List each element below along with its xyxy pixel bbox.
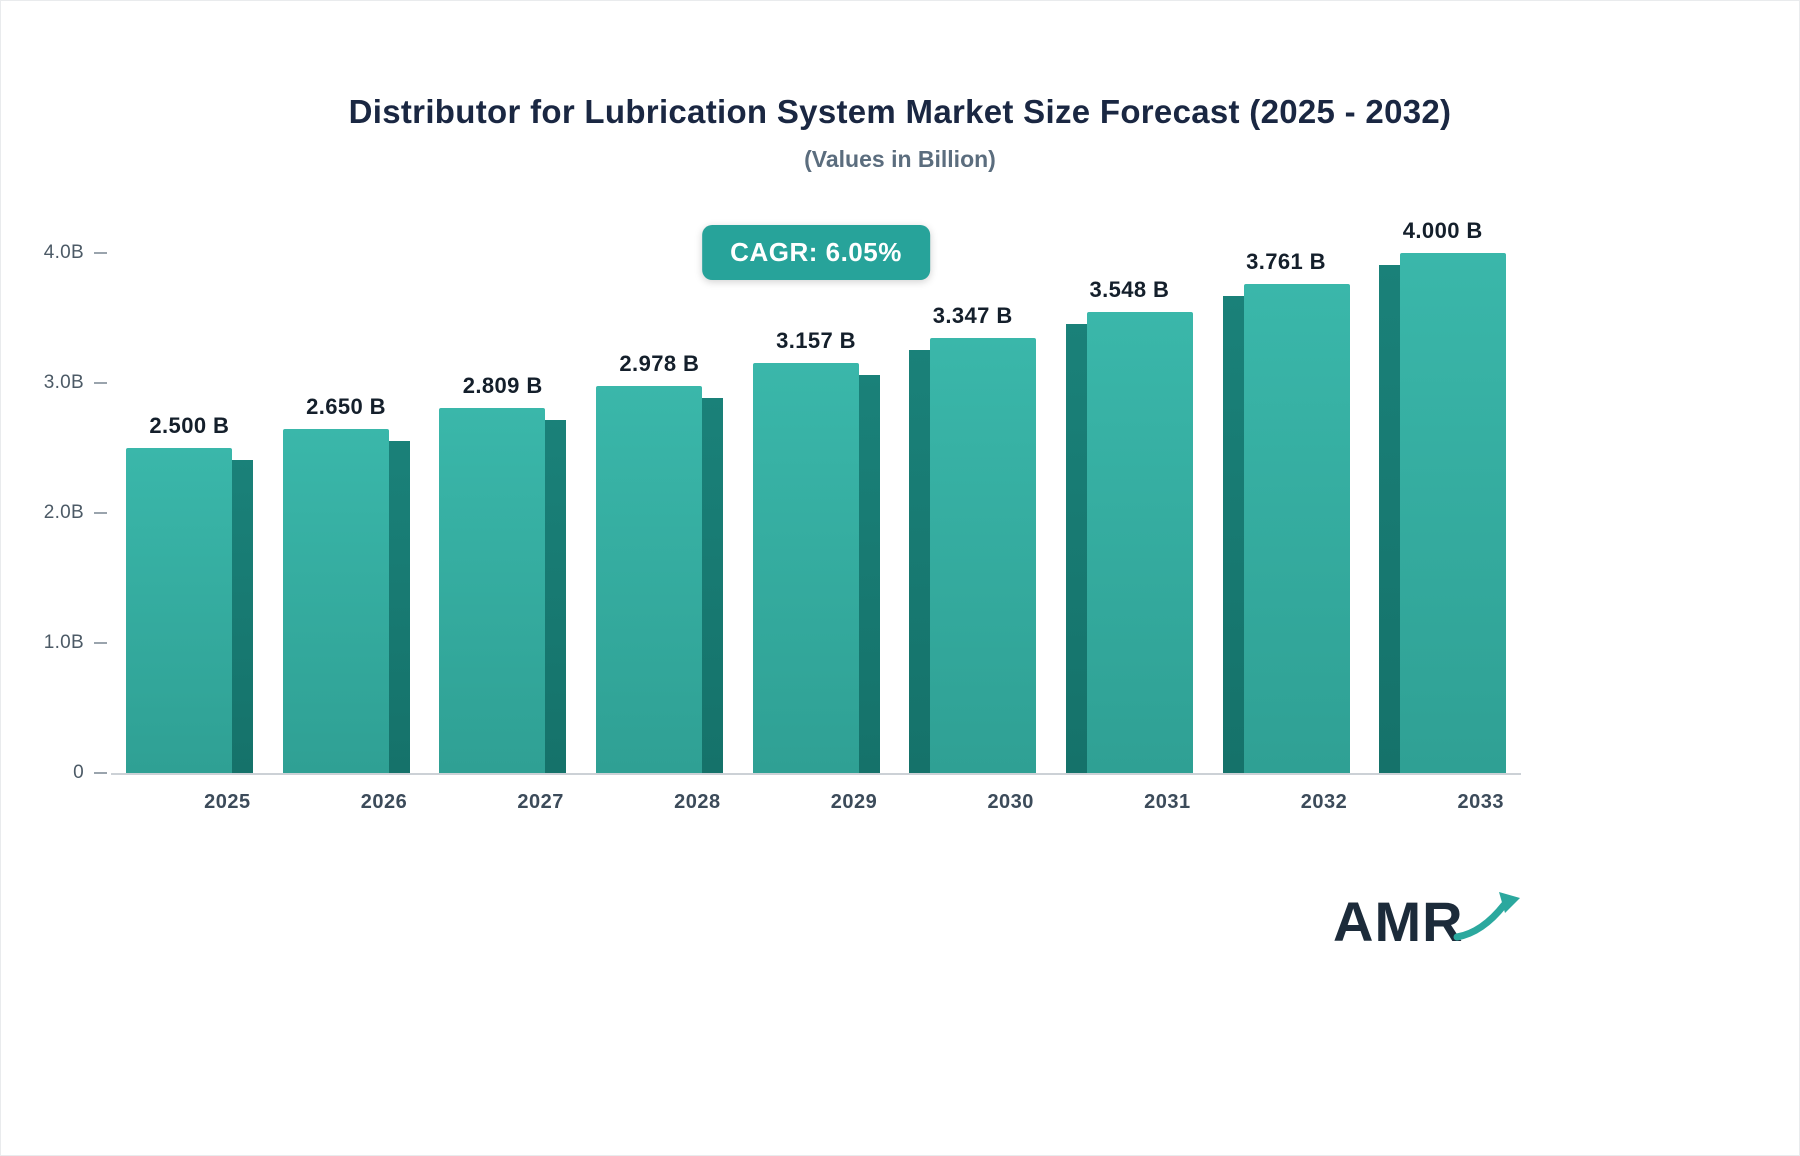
bar-face (282, 428, 389, 773)
bar-2032 (1222, 284, 1350, 773)
x-axis-label-2031: 2031 (1144, 791, 1191, 813)
y-tick-label: 3.0B (43, 372, 84, 393)
bar-side-shade (388, 440, 410, 773)
y-tick-mark (94, 512, 107, 514)
bar-2026 (282, 428, 410, 773)
y-tick-label: 1.0B (43, 632, 84, 653)
bar-value-label: 4.000 B (1402, 218, 1483, 243)
bar-face (1086, 311, 1193, 773)
bar-slot-2030: 3.347 B (894, 253, 1051, 773)
plot-area: 2.500 B 2.650 B 2.809 B 2.978 B 3.157 B 3.347… (111, 218, 1521, 775)
bar-side-shade (1379, 265, 1401, 773)
bar-value-label: 3.548 B (1089, 276, 1170, 302)
bar-value-label: 2.809 B (462, 372, 543, 398)
bar-face (125, 448, 232, 773)
bar-side-shade (545, 419, 567, 773)
bar-slot-2029: 3.157 B (738, 253, 895, 773)
bar-value-label: 3.347 B (932, 302, 1013, 328)
x-axis-label-2025: 2025 (204, 791, 251, 813)
bar-value-label: 2.650 B (306, 393, 386, 419)
bar-slot-2033: 4.000 B (1364, 218, 1521, 773)
bar-face (1243, 284, 1350, 773)
y-tick-mark (94, 252, 107, 254)
y-tick-0: 0 (73, 762, 107, 784)
chart-title: Distributor for Lubrication System Marke… (348, 93, 1452, 130)
x-axis-label-2029: 2029 (830, 791, 878, 813)
bar-side-shade (858, 374, 880, 773)
bar-2025 (125, 448, 253, 773)
x-axis-label-2033: 2033 (1457, 791, 1504, 813)
amr-logo-text: AMR (1333, 890, 1464, 953)
bar-slot-2028: 2.978 B (581, 253, 738, 773)
growth-arrow-icon (1453, 892, 1520, 941)
x-axis-label-2032: 2032 (1300, 791, 1348, 813)
bar-value-label: 3.157 B (776, 327, 856, 353)
x-axis-label-2030: 2030 (987, 791, 1034, 813)
chart-subtitle: (Values in Billion) (804, 146, 996, 172)
y-tick-1.0B: 1.0B (44, 632, 107, 654)
bar-slot-2032: 3.761 B (1208, 249, 1365, 773)
y-tick-2.0B: 2.0B (44, 502, 107, 524)
bar-value-label: 2.978 B (619, 350, 700, 376)
bar-side-shade (701, 397, 723, 773)
bar-face (752, 362, 859, 773)
bar-slot-2026: 2.650 B (268, 253, 425, 773)
bar-slot-2025: 2.500 B (111, 253, 268, 773)
x-axis-label-2027: 2027 (517, 791, 564, 813)
cagr-badge: CAGR: 6.05% (702, 225, 930, 280)
x-axis-label-2026: 2026 (360, 791, 408, 813)
y-tick-mark (94, 642, 107, 644)
y-axis: 0 1.0B 2.0B 3.0B 4.0B (39, 242, 111, 783)
y-tick-label: 4.0B (43, 242, 84, 263)
amr-logo: AMR (1333, 890, 1522, 953)
bar-2028 (595, 385, 723, 773)
bar-slot-2027: 2.809 B (424, 253, 581, 773)
bar-2033 (1379, 253, 1507, 773)
y-tick-mark (94, 382, 107, 384)
bar-side-shade (231, 460, 253, 773)
bar-2027 (439, 407, 567, 773)
bar-face (439, 407, 546, 773)
bar-2031 (1065, 311, 1193, 773)
bar-2029 (752, 362, 880, 773)
y-tick-3.0B: 3.0B (44, 372, 107, 394)
bar-2030 (909, 337, 1037, 773)
bar-value-label: 3.761 B (1246, 249, 1326, 275)
bar-face (1400, 253, 1507, 773)
chart-container: CAGR: 6.05% 0 1.0B 2.0B 3.0B 4.0B 2.500 B 2.6… (39, 218, 1523, 814)
bar-face (930, 337, 1037, 773)
x-axis-label-2028: 2028 (674, 791, 721, 813)
bar-side-shade (1222, 296, 1244, 773)
x-axis-labels: 2025 2026 2027 2028 2029 2030 2031 2032 2033 (149, 791, 1559, 814)
y-tick-label: 0 (73, 762, 84, 783)
y-tick-mark (94, 772, 107, 774)
bar-face (595, 385, 702, 773)
bar-side-shade (1065, 323, 1087, 773)
bar-slot-2031: 3.548 B (1051, 253, 1208, 773)
y-tick-4.0B: 4.0B (44, 242, 107, 264)
bar-side-shade (909, 349, 931, 773)
y-tick-label: 2.0B (43, 502, 84, 523)
bar-value-label: 2.500 B (149, 413, 230, 438)
